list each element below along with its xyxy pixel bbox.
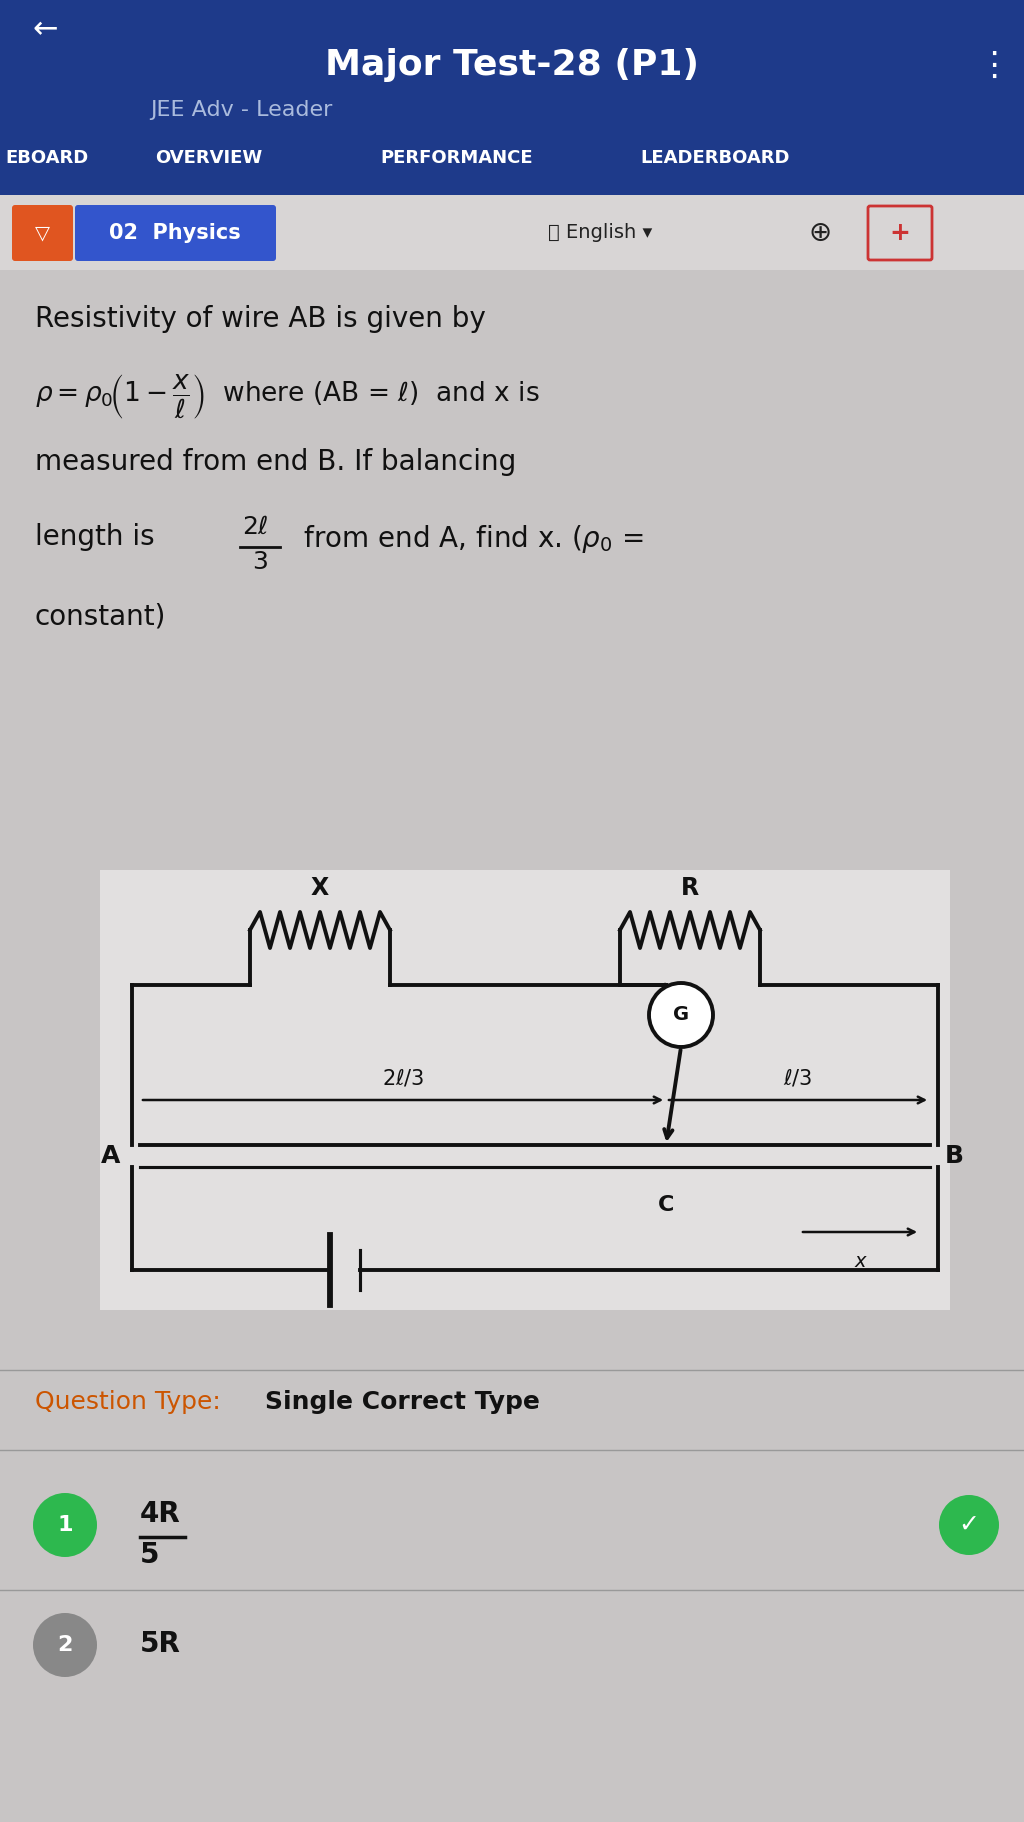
Text: ⋮: ⋮ xyxy=(977,49,1011,82)
Text: length is: length is xyxy=(35,523,164,550)
Text: +: + xyxy=(890,220,910,244)
Text: from end A, find x. ($\rho_0$ =: from end A, find x. ($\rho_0$ = xyxy=(295,523,644,556)
Text: ⊕: ⊕ xyxy=(808,219,831,248)
Text: 4R: 4R xyxy=(140,1500,181,1529)
Circle shape xyxy=(649,984,713,1048)
Text: 🅐 English ▾: 🅐 English ▾ xyxy=(548,224,652,242)
Text: G: G xyxy=(673,1006,689,1024)
Text: ←: ← xyxy=(32,16,57,44)
Text: $\rho = \rho_0\!\left(1-\dfrac{x}{\ell}\right)$  where (AB = $\ell$)  and x is: $\rho = \rho_0\!\left(1-\dfrac{x}{\ell}\… xyxy=(35,374,540,421)
Text: 3: 3 xyxy=(252,550,268,574)
Text: ▽: ▽ xyxy=(35,224,49,242)
Text: Resistivity of wire AB is given by: Resistivity of wire AB is given by xyxy=(35,304,485,333)
Text: Question Type:: Question Type: xyxy=(35,1390,221,1414)
Text: 5R: 5R xyxy=(140,1631,181,1658)
Bar xyxy=(0,195,1024,270)
Text: OVERVIEW: OVERVIEW xyxy=(155,149,262,168)
Text: LEADERBOARD: LEADERBOARD xyxy=(640,149,790,168)
Text: Single Correct Type: Single Correct Type xyxy=(265,1390,540,1414)
Text: B: B xyxy=(945,1144,964,1168)
Circle shape xyxy=(939,1496,999,1554)
Text: 02  Physics: 02 Physics xyxy=(110,222,241,242)
Text: R: R xyxy=(681,876,699,900)
Text: 1: 1 xyxy=(57,1516,73,1534)
Text: $2\ell$: $2\ell$ xyxy=(242,516,268,539)
Text: $\ell/3$: $\ell/3$ xyxy=(783,1068,813,1088)
FancyBboxPatch shape xyxy=(12,206,73,261)
Text: x: x xyxy=(854,1252,865,1272)
Bar xyxy=(0,0,1024,195)
Text: Major Test-28 (P1): Major Test-28 (P1) xyxy=(325,47,699,82)
Text: measured from end B. If balancing: measured from end B. If balancing xyxy=(35,448,516,476)
Text: X: X xyxy=(311,876,329,900)
Text: constant): constant) xyxy=(35,603,166,630)
Text: PERFORMANCE: PERFORMANCE xyxy=(380,149,532,168)
Text: EBOARD: EBOARD xyxy=(5,149,88,168)
Circle shape xyxy=(33,1492,97,1558)
Text: $2\ell/3$: $2\ell/3$ xyxy=(382,1068,424,1088)
Text: A: A xyxy=(100,1144,120,1168)
Text: 5: 5 xyxy=(140,1541,160,1569)
Circle shape xyxy=(33,1612,97,1676)
Text: JEE Adv - Leader: JEE Adv - Leader xyxy=(150,100,333,120)
FancyBboxPatch shape xyxy=(75,206,276,261)
Bar xyxy=(100,869,950,1310)
Text: ✓: ✓ xyxy=(958,1512,980,1538)
Text: C: C xyxy=(657,1195,674,1215)
Text: 2: 2 xyxy=(57,1634,73,1654)
